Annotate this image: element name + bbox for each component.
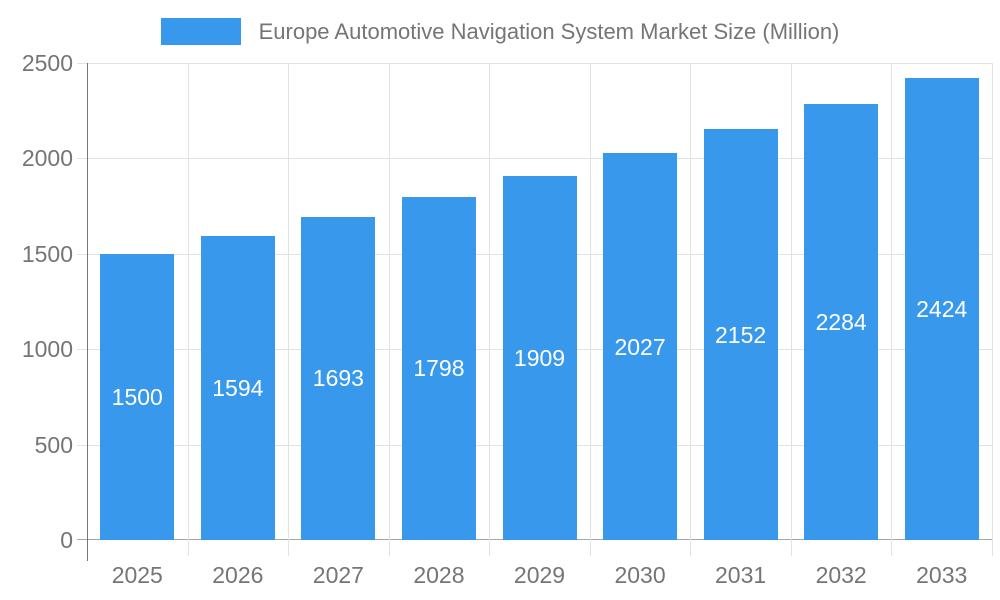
bar-value-2032: 2284 bbox=[815, 309, 867, 336]
y-axis-label-500: 500 bbox=[34, 431, 73, 458]
x-tick-0 bbox=[87, 540, 88, 561]
bar-value-2025: 1500 bbox=[111, 383, 163, 410]
y-tick-1000 bbox=[77, 349, 87, 351]
legend-swatch-icon bbox=[160, 18, 241, 45]
bar-value-2033: 2424 bbox=[916, 295, 968, 322]
gridline-x-4 bbox=[489, 63, 490, 540]
bar-2032[interactable] bbox=[804, 104, 879, 540]
x-tick-7 bbox=[791, 540, 792, 556]
x-axis-label-2026: 2026 bbox=[212, 562, 264, 588]
x-tick-2 bbox=[288, 540, 289, 556]
gridline-x-5 bbox=[590, 63, 591, 540]
y-axis-line bbox=[87, 63, 88, 540]
gridline-y-2500 bbox=[87, 63, 992, 64]
y-tick-2500 bbox=[77, 63, 87, 64]
x-tick-3 bbox=[389, 540, 390, 556]
bar-value-2029: 1909 bbox=[513, 344, 566, 371]
x-tick-4 bbox=[489, 540, 490, 556]
bar-value-2026: 1594 bbox=[212, 374, 264, 401]
gridline-x-7 bbox=[791, 63, 792, 540]
gridline-x-9 bbox=[992, 63, 993, 540]
bar-2025[interactable] bbox=[100, 253, 175, 540]
y-axis-label-1000: 1000 bbox=[21, 336, 73, 363]
legend-label: Europe Automotive Navigation System Mark… bbox=[258, 18, 840, 44]
plot-area: 0 500 1000 1500 2000 2500 1500 2025 1594 2026 1693… bbox=[22, 50, 993, 588]
y-axis-label-2000: 2000 bbox=[21, 145, 73, 172]
bar-value-2027: 1693 bbox=[312, 365, 364, 392]
y-tick-500 bbox=[77, 444, 87, 446]
x-tick-8 bbox=[891, 540, 892, 556]
bar-value-2028: 1798 bbox=[413, 355, 465, 382]
gridline-x-2 bbox=[288, 63, 289, 540]
chart-legend: Europe Automotive Navigation System Mark… bbox=[0, 18, 1000, 45]
x-axis-label-2030: 2030 bbox=[614, 562, 666, 588]
x-tick-1 bbox=[188, 540, 189, 556]
x-tick-5 bbox=[590, 540, 591, 556]
gridline-x-1 bbox=[188, 63, 189, 540]
y-axis-label-2500: 2500 bbox=[21, 50, 73, 76]
gridline-x-8 bbox=[891, 63, 892, 540]
bar-2027[interactable] bbox=[301, 216, 376, 540]
bar-value-2031: 2152 bbox=[715, 321, 767, 348]
x-axis-label-2031: 2031 bbox=[715, 562, 767, 588]
gridline-x-3 bbox=[389, 63, 390, 540]
bar-2031[interactable] bbox=[703, 129, 778, 540]
x-axis-label-2027: 2027 bbox=[312, 562, 364, 588]
x-axis-label-2033: 2033 bbox=[916, 562, 968, 588]
x-axis-label-2025: 2025 bbox=[111, 562, 163, 588]
gridline-y-2000 bbox=[87, 158, 992, 160]
bar-2033[interactable] bbox=[904, 77, 979, 540]
bar-2029[interactable] bbox=[502, 175, 577, 540]
gridline-x-6 bbox=[690, 63, 691, 540]
y-axis-label-1500: 1500 bbox=[21, 240, 73, 267]
y-tick-2000 bbox=[77, 158, 87, 160]
x-tick-6 bbox=[690, 540, 691, 556]
y-tick-0 bbox=[77, 539, 87, 540]
bar-2026[interactable] bbox=[200, 235, 275, 540]
x-axis-label-2032: 2032 bbox=[815, 562, 867, 588]
y-tick-1500 bbox=[77, 253, 87, 255]
x-axis-label-2028: 2028 bbox=[413, 562, 465, 588]
x-axis-label-2029: 2029 bbox=[513, 562, 566, 588]
bar-value-2030: 2027 bbox=[614, 333, 666, 360]
y-axis-label-0: 0 bbox=[60, 527, 73, 553]
bar-2030[interactable] bbox=[603, 153, 678, 540]
bar-2028[interactable] bbox=[401, 196, 476, 540]
x-tick-9 bbox=[992, 540, 993, 556]
